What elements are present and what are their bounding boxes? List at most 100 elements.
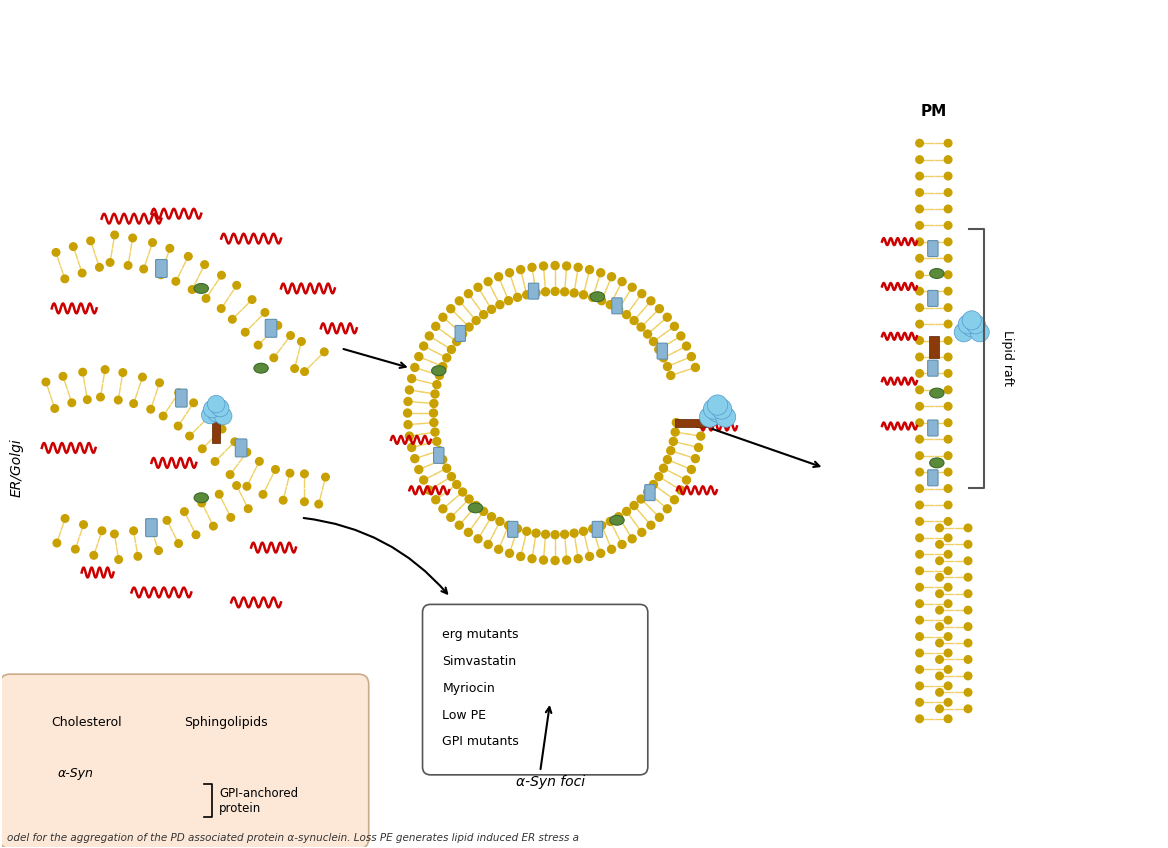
Circle shape [79,368,86,376]
Circle shape [711,399,731,419]
Circle shape [958,315,978,334]
Circle shape [154,547,162,555]
FancyBboxPatch shape [155,259,167,277]
Circle shape [443,464,451,472]
Circle shape [495,545,502,553]
Circle shape [474,283,482,291]
Circle shape [439,455,446,464]
Text: Myriocin: Myriocin [443,682,495,695]
Circle shape [487,305,495,314]
Circle shape [300,470,308,477]
Circle shape [638,290,646,298]
Circle shape [97,393,104,401]
Circle shape [916,254,924,262]
Circle shape [916,501,924,509]
Circle shape [944,156,952,164]
Circle shape [459,330,467,338]
Circle shape [168,776,185,791]
Circle shape [630,501,638,510]
Circle shape [677,332,684,340]
Circle shape [916,699,924,706]
Circle shape [916,650,924,657]
Circle shape [111,530,118,538]
Circle shape [660,354,667,362]
Circle shape [965,672,972,680]
Circle shape [916,403,924,410]
Circle shape [944,353,952,360]
FancyBboxPatch shape [508,522,517,538]
Circle shape [405,432,413,440]
Circle shape [505,522,513,529]
Circle shape [523,527,530,535]
Circle shape [944,254,952,262]
Circle shape [321,473,329,481]
Circle shape [270,354,278,361]
FancyBboxPatch shape [658,343,667,359]
FancyBboxPatch shape [927,290,938,306]
Circle shape [90,551,98,559]
Circle shape [540,556,548,564]
Text: ER/Golgi: ER/Golgi [9,438,23,497]
Circle shape [944,650,952,657]
Circle shape [944,600,952,607]
Circle shape [670,496,679,504]
Circle shape [432,322,439,331]
Circle shape [53,539,61,547]
Circle shape [916,616,924,624]
Circle shape [944,172,952,180]
Circle shape [614,305,623,314]
Circle shape [175,389,182,397]
Circle shape [916,287,924,295]
Circle shape [533,529,540,537]
Ellipse shape [930,458,944,468]
Circle shape [523,291,530,298]
Circle shape [61,515,69,522]
Circle shape [425,332,433,340]
Circle shape [936,622,944,630]
Circle shape [607,545,616,553]
Text: Simvastatin: Simvastatin [443,655,516,667]
Circle shape [485,540,492,549]
Circle shape [209,522,217,530]
FancyBboxPatch shape [592,522,603,538]
Circle shape [320,348,328,355]
FancyBboxPatch shape [175,389,187,407]
Circle shape [193,531,200,538]
Circle shape [551,261,559,270]
Circle shape [630,316,638,325]
Circle shape [256,458,263,466]
Circle shape [459,488,467,496]
Circle shape [51,404,58,412]
Circle shape [589,293,597,301]
Circle shape [660,464,667,472]
Circle shape [229,315,236,323]
Circle shape [485,277,492,286]
Circle shape [78,270,86,277]
Circle shape [916,583,924,591]
Circle shape [708,402,728,422]
Circle shape [667,371,675,379]
Text: GPI-anchored
protein: GPI-anchored protein [220,787,298,815]
Circle shape [243,449,251,456]
Circle shape [677,486,684,494]
Circle shape [944,139,952,147]
Circle shape [944,567,952,575]
Circle shape [916,435,924,443]
Circle shape [217,304,225,312]
Circle shape [570,289,578,297]
Circle shape [447,472,456,481]
Circle shape [916,485,924,493]
Circle shape [944,370,952,377]
Circle shape [411,455,419,463]
Circle shape [688,466,695,473]
Circle shape [159,412,167,420]
Circle shape [965,573,972,581]
Circle shape [158,769,173,784]
Circle shape [155,775,171,790]
Circle shape [130,399,138,407]
Circle shape [227,514,235,522]
Circle shape [936,705,944,712]
Circle shape [606,301,614,309]
FancyBboxPatch shape [927,470,938,486]
FancyBboxPatch shape [0,674,369,848]
